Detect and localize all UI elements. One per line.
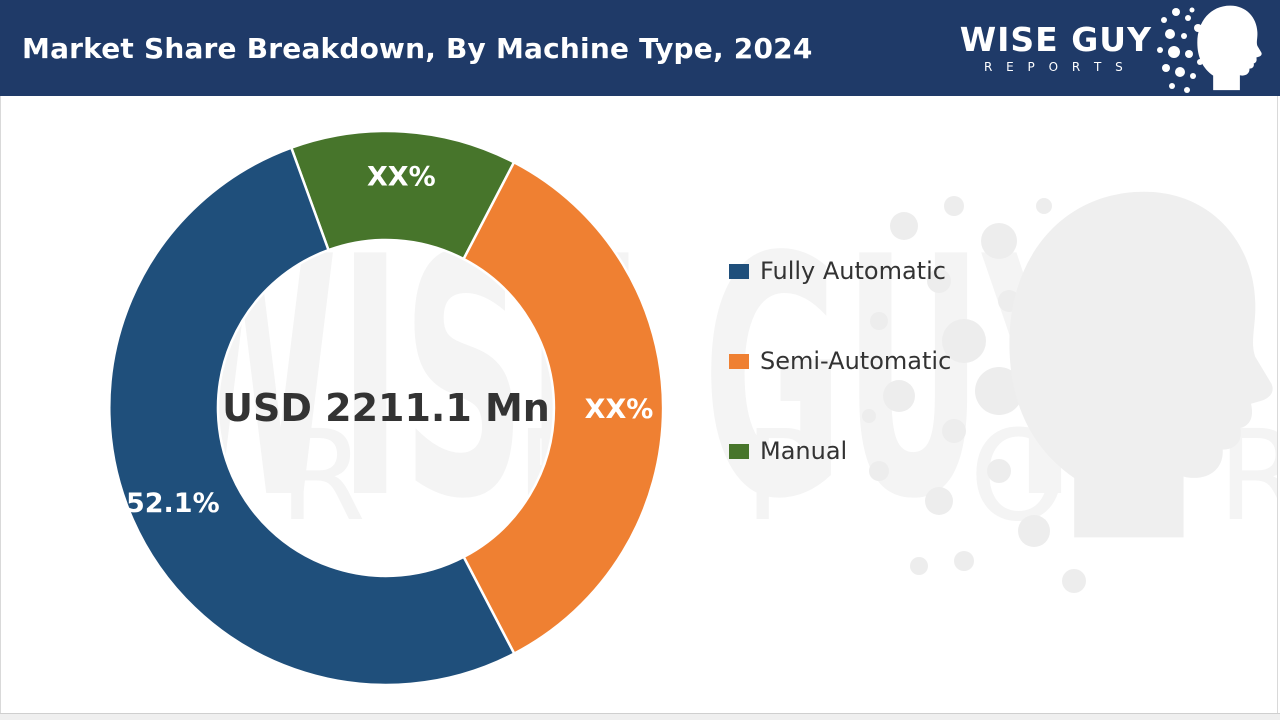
logo-wordmark: WISE GUY <box>959 19 1152 59</box>
slice-percent-label: 52.1% <box>126 488 220 519</box>
chart-area: WISE GUY R E P O R T S USD 2211.1 Mn XX%… <box>0 96 1278 713</box>
legend: Fully Automatic Semi-Automatic Manual <box>729 256 951 466</box>
watermark-dots <box>862 196 1086 593</box>
legend-label: Manual <box>760 437 848 465</box>
donut-chart: USD 2211.1 Mn XX% XX% 52.1% <box>108 129 665 687</box>
legend-item-manual: Manual <box>729 436 951 466</box>
logo: WISE GUY R E P O R T S <box>960 2 1266 94</box>
legend-label: Semi-Automatic <box>760 347 952 375</box>
legend-swatch-manual <box>729 443 749 459</box>
page-title: Market Share Breakdown, By Machine Type,… <box>22 31 813 65</box>
legend-label: Fully Automatic <box>760 257 946 285</box>
bottom-strip <box>0 713 1280 720</box>
legend-swatch-semi-automatic <box>729 353 749 369</box>
slice-percent-label: XX% <box>585 394 654 425</box>
watermark-face-icon <box>862 191 1273 593</box>
slice-semi-automatic <box>461 160 665 656</box>
donut-center-value: USD 2211.1 Mn <box>222 386 550 430</box>
legend-item-fully-automatic: Fully Automatic <box>729 256 951 286</box>
slice-fully-automatic <box>108 146 516 687</box>
legend-swatch-fully-automatic <box>729 263 749 279</box>
header: Market Share Breakdown, By Machine Type,… <box>0 0 1280 96</box>
logo-subtitle: R E P O R T S <box>983 59 1128 74</box>
slice-percent-label: XX% <box>367 162 436 193</box>
logo-face-icon <box>1157 5 1262 93</box>
logo-text: WISE GUY R E P O R T S <box>959 19 1152 74</box>
legend-item-semi-automatic: Semi-Automatic <box>729 346 951 376</box>
